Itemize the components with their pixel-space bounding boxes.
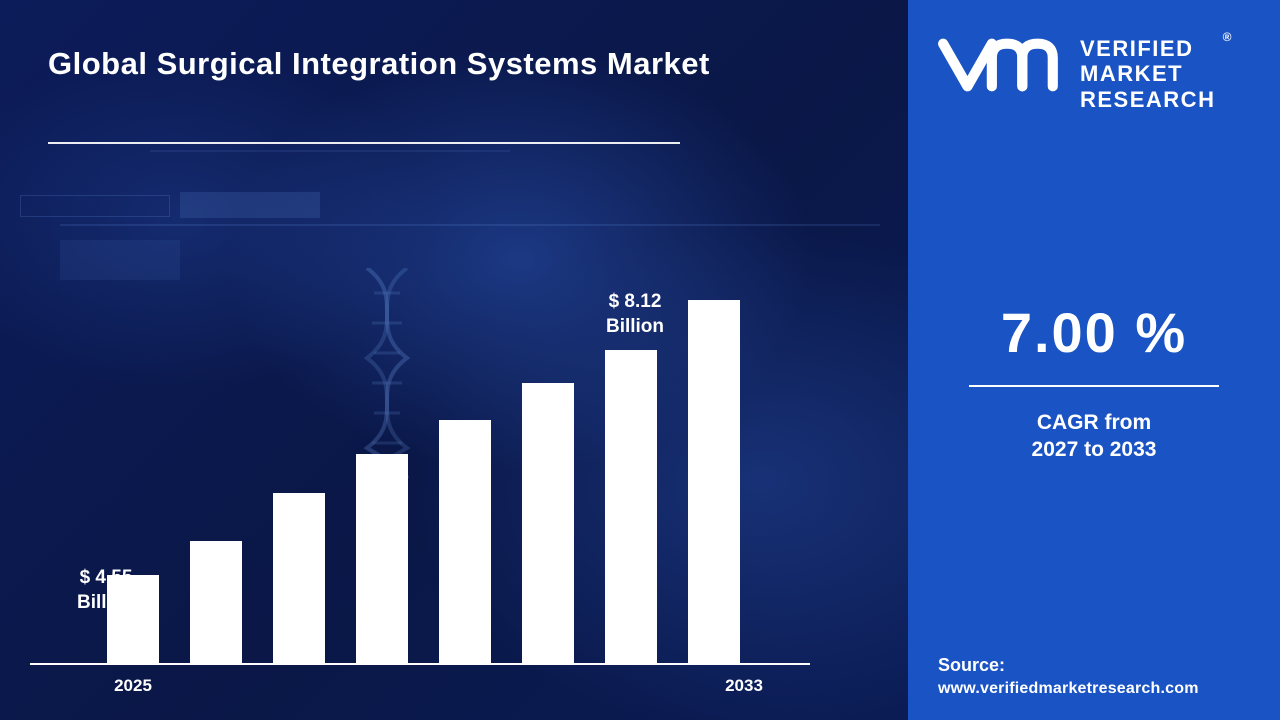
source-label: Source:	[938, 655, 1006, 675]
bar	[688, 300, 740, 663]
cagr-label-line1: CAGR from	[1036, 411, 1152, 434]
bar	[439, 420, 491, 663]
cagr-value: 7.00 %	[1000, 301, 1188, 364]
brand-line-market: MARKET	[1080, 61, 1184, 87]
cagr-block: 7.00 % CAGR from 2027 to 2033	[908, 300, 1280, 464]
last-bar-value: $ 8.12	[608, 290, 662, 312]
bar-plot	[30, 243, 810, 663]
background-art	[180, 192, 320, 218]
bar	[356, 454, 408, 663]
registered-mark: ®	[1222, 30, 1232, 44]
x-axis-line	[30, 663, 810, 665]
first-bar-unit: Billion	[76, 592, 136, 614]
source-block: Source: www.verifiedmarketresearch.com	[938, 655, 1199, 698]
background-art	[20, 195, 170, 217]
page-title: Global Surgical Integration Systems Mark…	[48, 46, 710, 81]
x-tick-2033: 2033	[725, 676, 763, 695]
bar	[605, 350, 657, 663]
brand-name: VERIFIED MARKET RESEARCH	[1080, 34, 1215, 112]
background-art	[60, 240, 180, 280]
cagr-underline	[969, 385, 1219, 387]
brand-logo: VERIFIED MARKET RESEARCH ®	[936, 30, 1231, 112]
first-bar-value: $ 4.55	[79, 566, 133, 588]
bar	[190, 541, 242, 663]
brand-line-verified: VERIFIED	[1080, 36, 1194, 61]
title-underline	[48, 142, 680, 144]
vmr-logo-icon	[938, 38, 1058, 92]
last-bar-label: $ 8.12 Billion	[606, 289, 664, 340]
background-art	[150, 150, 510, 152]
cagr-label-line2: 2027 to 2033	[1031, 438, 1157, 462]
source-url[interactable]: www.verifiedmarketresearch.com	[938, 680, 1199, 697]
bar	[107, 575, 159, 663]
bar	[273, 493, 325, 663]
left-panel: Global Surgical Integration Systems Mark…	[0, 0, 908, 720]
cagr-label: CAGR from 2027 to 2033	[908, 409, 1280, 464]
first-bar-label: $ 4.55 Billion	[77, 565, 135, 616]
x-tick-2025: 2025	[114, 676, 152, 695]
right-panel: VERIFIED MARKET RESEARCH ® 7.00 % CAGR f…	[908, 0, 1280, 720]
bar	[522, 383, 574, 663]
last-bar-unit: Billion	[605, 316, 665, 338]
brand-line-research: RESEARCH	[1080, 86, 1216, 112]
background-art	[60, 224, 880, 226]
